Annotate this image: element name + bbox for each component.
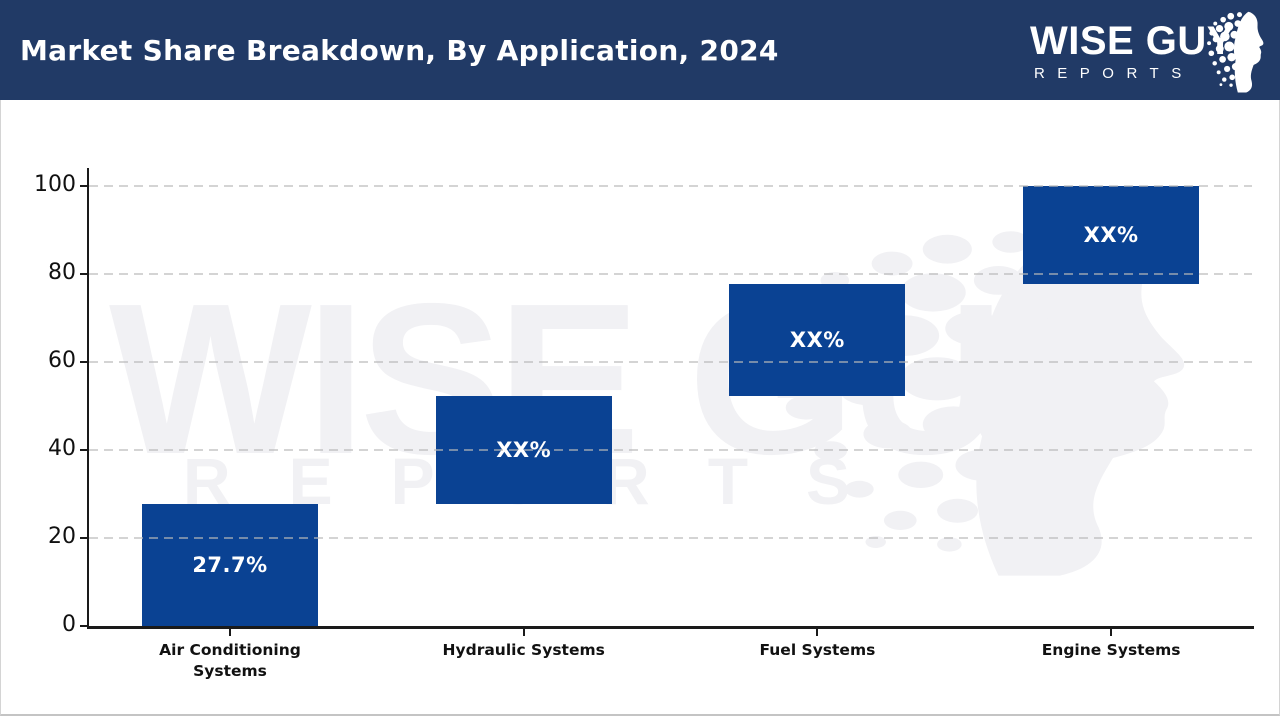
category-label: Fuel Systems <box>759 641 876 659</box>
bar-value-label: XX% <box>789 327 845 352</box>
y-axis-tick <box>80 273 89 275</box>
bar-value-label: 27.7% <box>192 553 268 578</box>
page-title: Market Share Breakdown, By Application, … <box>20 33 779 67</box>
bar: XX% <box>729 284 906 396</box>
y-axis-tick <box>80 449 89 451</box>
x-axis-tick <box>522 629 525 636</box>
x-axis-tick <box>816 629 819 636</box>
gridline <box>89 361 1252 363</box>
x-axis-line <box>87 626 1254 629</box>
category-label: Hydraulic Systems <box>442 641 605 659</box>
y-axis-tick <box>80 185 89 187</box>
gridline <box>89 449 1252 451</box>
y-axis-tick-label: 100 <box>34 172 76 197</box>
y-axis-tick-label: 60 <box>48 348 76 373</box>
category-label: Air Conditioning Systems <box>159 641 301 680</box>
y-axis-tick <box>80 625 89 627</box>
y-axis-tick-label: 80 <box>48 260 76 285</box>
y-axis-tick-label: 20 <box>48 524 76 549</box>
x-axis-tick <box>1110 629 1113 636</box>
y-axis-tick-label: 0 <box>62 612 76 637</box>
header-bar: Market Share Breakdown, By Application, … <box>0 0 1280 100</box>
wise-guy-reports-logo: WISE GUY REPORTS <box>1030 8 1266 94</box>
y-axis-tick <box>80 361 89 363</box>
bar: 27.7% <box>142 504 318 626</box>
category-label: Engine Systems <box>1041 641 1181 659</box>
gridline <box>89 537 1252 539</box>
logo-text: WISE GUY REPORTS <box>1030 21 1234 82</box>
x-axis-tick <box>229 629 231 636</box>
y-axis-line <box>87 168 89 629</box>
bar-value-label: XX% <box>1083 223 1139 248</box>
logo-wordmark: WISE GUY <box>1029 18 1234 63</box>
y-axis-tick-label: 40 <box>48 436 76 461</box>
gridline <box>89 185 1252 187</box>
y-axis-tick <box>80 537 89 539</box>
bar: XX% <box>1023 186 1200 285</box>
gridline <box>89 273 1252 275</box>
logo-subtitle: REPORTS <box>1033 64 1194 82</box>
